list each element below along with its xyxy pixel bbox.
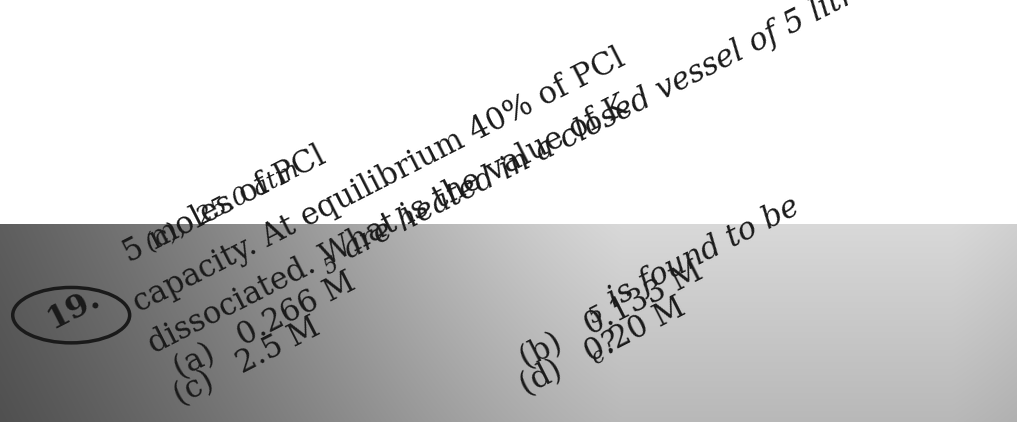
- Text: are heated in a closed vessel of 5 litre: are heated in a closed vessel of 5 litre: [330, 0, 877, 270]
- Text: ?: ?: [596, 326, 625, 361]
- Text: (b)   0.133 M: (b) 0.133 M: [515, 256, 708, 374]
- Text: (c),  25.0 atm: (c), 25.0 atm: [142, 159, 304, 257]
- Text: 5: 5: [319, 253, 342, 279]
- Text: capacity. At equilibrium 40% of PCl: capacity. At equilibrium 40% of PCl: [128, 43, 631, 319]
- Text: c: c: [587, 344, 608, 369]
- Text: (c)   2.5 M: (c) 2.5 M: [169, 312, 326, 412]
- Text: 5 moles of PCl: 5 moles of PCl: [118, 141, 331, 270]
- Text: (a)   0.266 M: (a) 0.266 M: [169, 266, 360, 384]
- Text: 5: 5: [585, 303, 607, 329]
- Text: is found to be: is found to be: [594, 191, 805, 319]
- Text: (d)   0.20 M: (d) 0.20 M: [515, 292, 690, 402]
- Text: 19.: 19.: [41, 283, 105, 336]
- Text: dissociated. What is the value of K: dissociated. What is the value of K: [143, 90, 634, 361]
